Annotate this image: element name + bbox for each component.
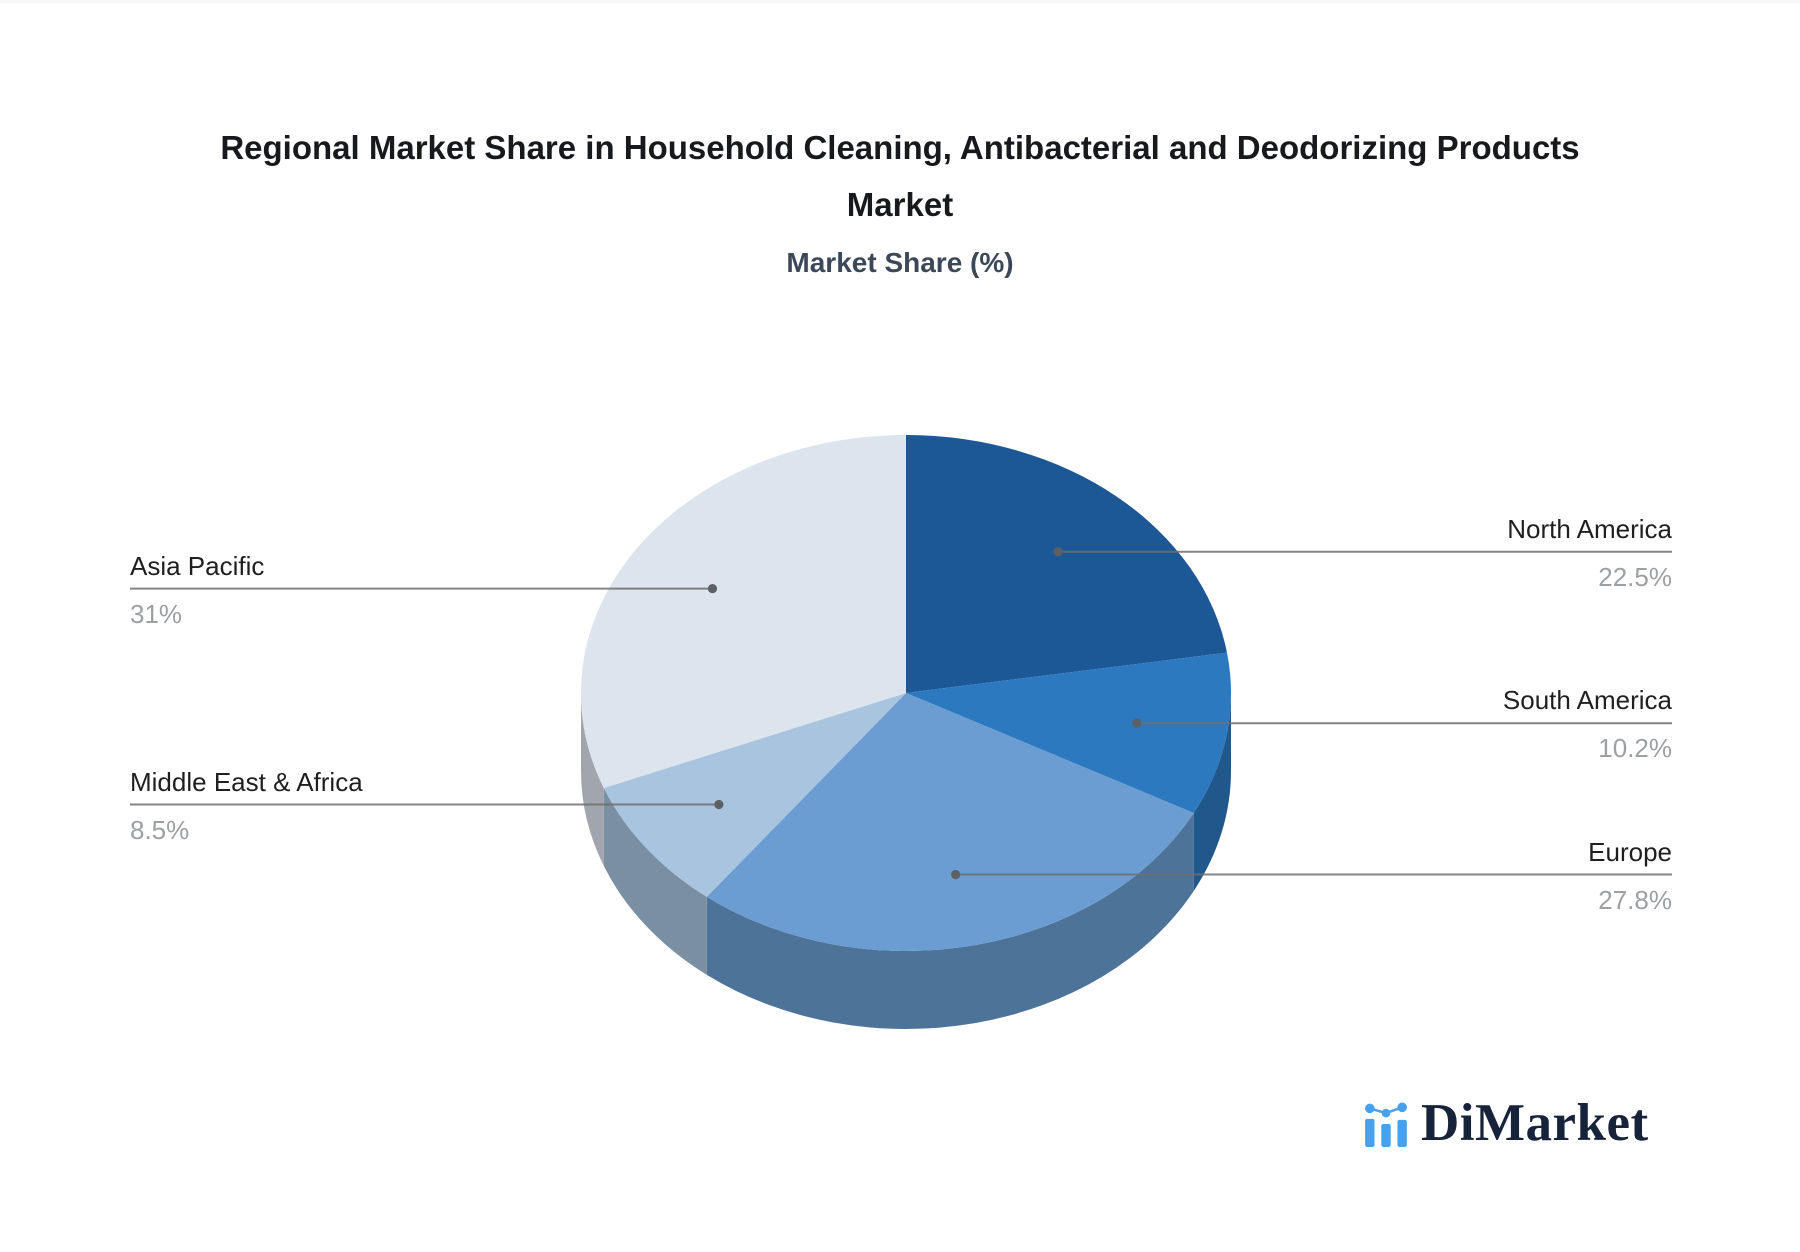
pie-label-asia-pacific: Asia Pacific — [130, 550, 265, 581]
pie-rim-middle-east-africa — [603, 787, 707, 975]
pie-slice-europe — [706, 693, 1194, 951]
pie-label-europe: Europe — [1588, 836, 1672, 867]
pie-rim-europe — [706, 813, 1194, 1029]
chart-subtitle: Market Share (%) — [786, 247, 1014, 278]
pie-value-asia-pacific: 31% — [130, 598, 183, 629]
pie-slice-north-america — [906, 435, 1227, 693]
leader-dot-north-america — [1053, 547, 1063, 557]
pie-slice-south-america — [906, 652, 1231, 814]
pie-rim-asia-pacific — [581, 693, 604, 866]
bar-line-chart-icon — [1365, 1102, 1407, 1147]
pie-slice-asia-pacific — [581, 435, 906, 788]
brand-logo: DiMarket — [1362, 1093, 1649, 1153]
leader-dot-asia-pacific — [707, 583, 718, 594]
pie-rim-south-america — [1193, 693, 1231, 892]
chart-title: Regional Market Share in Household Clean… — [115, 119, 1685, 233]
leader-dot-south-america — [1132, 718, 1142, 728]
pie-label-north-america: North America — [1507, 513, 1672, 544]
leader-dot-middle-east-africa — [714, 799, 724, 810]
pie-value-middle-east-africa: 8.5% — [130, 814, 190, 845]
brand-logo-text: DiMarket — [1421, 1094, 1649, 1152]
pie-value-south-america: 10.2% — [1598, 733, 1672, 764]
leader-dot-europe — [951, 869, 961, 880]
pie-chart-canvas — [130, 435, 1672, 1029]
pie-label-middle-east-africa: Middle East & Africa — [130, 766, 363, 797]
pie-value-europe: 27.8% — [1598, 884, 1672, 915]
pie-slice-middle-east-africa — [603, 693, 906, 897]
chart-title-line-2: Market — [846, 186, 954, 223]
pie-label-south-america: South America — [1502, 685, 1672, 716]
pie-value-north-america: 22.5% — [1598, 561, 1672, 592]
chart-title-line-1: Regional Market Share in Household Clean… — [220, 129, 1580, 166]
